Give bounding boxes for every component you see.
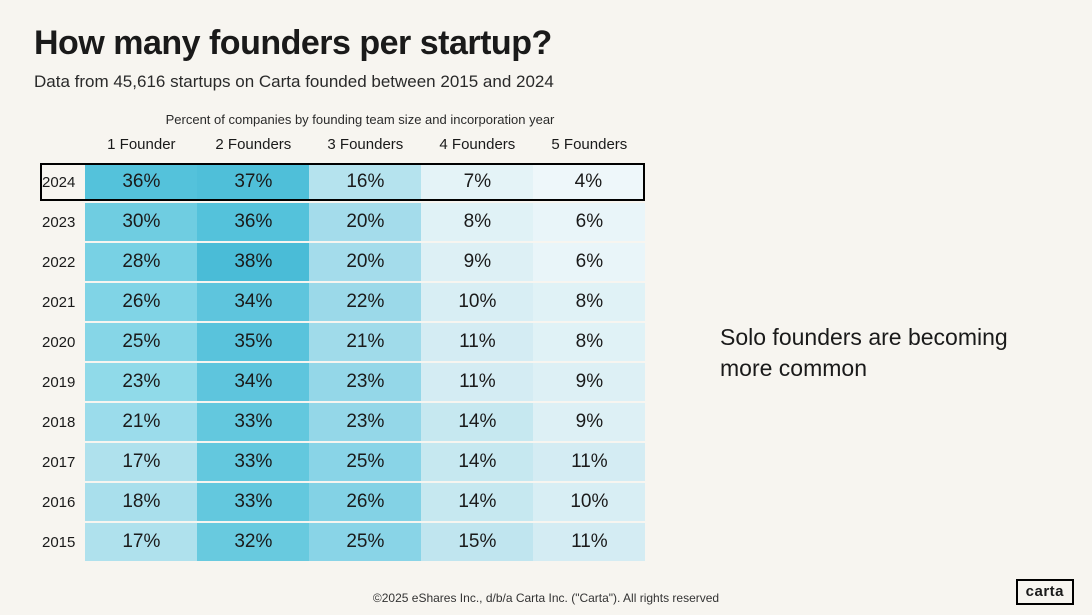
heatmap-cell: 26%	[309, 483, 421, 521]
heatmap-cell: 14%	[421, 483, 533, 521]
heatmap-cell: 17%	[85, 443, 197, 481]
heatmap-cell: 23%	[309, 363, 421, 401]
heatmap-cell: 14%	[421, 403, 533, 441]
table-row: 201517%32%25%15%11%	[40, 523, 645, 561]
row-header-year: 2023	[40, 203, 85, 241]
table-row: 201821%33%23%14%9%	[40, 403, 645, 441]
table-row: 201923%34%23%11%9%	[40, 363, 645, 401]
heatmap-cell: 11%	[533, 443, 645, 481]
heatmap-cell: 38%	[197, 243, 309, 281]
heatmap-cell: 25%	[85, 323, 197, 361]
heatmap-cell: 33%	[197, 443, 309, 481]
heatmap-cell: 20%	[309, 203, 421, 241]
callout-text: Solo founders are becoming more common	[720, 322, 1050, 384]
heatmap-cell: 37%	[197, 163, 309, 201]
heatmap-cell: 23%	[309, 403, 421, 441]
founders-heatmap-table: 1 Founder2 Founders3 Founders4 Founders5…	[40, 130, 645, 563]
heatmap-cell: 36%	[197, 203, 309, 241]
heatmap-cell: 11%	[421, 323, 533, 361]
heatmap-cell: 10%	[533, 483, 645, 521]
heatmap-cell: 14%	[421, 443, 533, 481]
heatmap-cell: 23%	[85, 363, 197, 401]
row-header-year: 2016	[40, 483, 85, 521]
column-header: 5 Founders	[533, 132, 645, 161]
heatmap-cell: 25%	[309, 523, 421, 561]
heatmap-cell: 20%	[309, 243, 421, 281]
heatmap-cell: 6%	[533, 203, 645, 241]
heatmap-cell: 4%	[533, 163, 645, 201]
column-header-blank	[40, 132, 85, 161]
heatmap-cell: 33%	[197, 403, 309, 441]
heatmap-cell: 11%	[533, 523, 645, 561]
heatmap-cell: 8%	[421, 203, 533, 241]
heatmap-cell: 16%	[309, 163, 421, 201]
table-caption: Percent of companies by founding team si…	[40, 112, 680, 127]
copyright-footer: ©2025 eShares Inc., d/b/a Carta Inc. ("C…	[0, 591, 1092, 605]
heatmap-cell: 7%	[421, 163, 533, 201]
heatmap-cell: 8%	[533, 323, 645, 361]
row-header-year: 2018	[40, 403, 85, 441]
heatmap-cell: 11%	[421, 363, 533, 401]
page-subtitle: Data from 45,616 startups on Carta found…	[34, 72, 554, 92]
heatmap-cell: 21%	[85, 403, 197, 441]
row-header-year: 2021	[40, 283, 85, 321]
row-header-year: 2022	[40, 243, 85, 281]
heatmap-cell: 15%	[421, 523, 533, 561]
column-header: 4 Founders	[421, 132, 533, 161]
row-header-year: 2020	[40, 323, 85, 361]
heatmap-cell: 28%	[85, 243, 197, 281]
heatmap-cell: 25%	[309, 443, 421, 481]
table-row: 201618%33%26%14%10%	[40, 483, 645, 521]
table-row: 202330%36%20%8%6%	[40, 203, 645, 241]
heatmap-cell: 6%	[533, 243, 645, 281]
table-row: 201717%33%25%14%11%	[40, 443, 645, 481]
column-header: 1 Founder	[85, 132, 197, 161]
heatmap-cell: 36%	[85, 163, 197, 201]
table-row: 202436%37%16%7%4%	[40, 163, 645, 201]
carta-logo: carta	[1016, 579, 1074, 605]
row-header-year: 2017	[40, 443, 85, 481]
column-header: 3 Founders	[309, 132, 421, 161]
row-header-year: 2015	[40, 523, 85, 561]
heatmap-cell: 34%	[197, 363, 309, 401]
heatmap-cell: 32%	[197, 523, 309, 561]
heatmap-cell: 26%	[85, 283, 197, 321]
heatmap-cell: 35%	[197, 323, 309, 361]
heatmap-cell: 9%	[533, 403, 645, 441]
heatmap-cell: 8%	[533, 283, 645, 321]
heatmap-cell: 9%	[533, 363, 645, 401]
page-title: How many founders per startup?	[34, 24, 552, 63]
column-header: 2 Founders	[197, 132, 309, 161]
heatmap-cell: 30%	[85, 203, 197, 241]
row-header-year: 2019	[40, 363, 85, 401]
table-row: 202228%38%20%9%6%	[40, 243, 645, 281]
heatmap-cell: 21%	[309, 323, 421, 361]
heatmap-cell: 10%	[421, 283, 533, 321]
heatmap-cell: 33%	[197, 483, 309, 521]
heatmap-cell: 34%	[197, 283, 309, 321]
row-header-year: 2024	[40, 163, 85, 201]
heatmap-cell: 17%	[85, 523, 197, 561]
heatmap-cell: 18%	[85, 483, 197, 521]
table-row: 202025%35%21%11%8%	[40, 323, 645, 361]
heatmap-cell: 22%	[309, 283, 421, 321]
heatmap-cell: 9%	[421, 243, 533, 281]
table-row: 202126%34%22%10%8%	[40, 283, 645, 321]
